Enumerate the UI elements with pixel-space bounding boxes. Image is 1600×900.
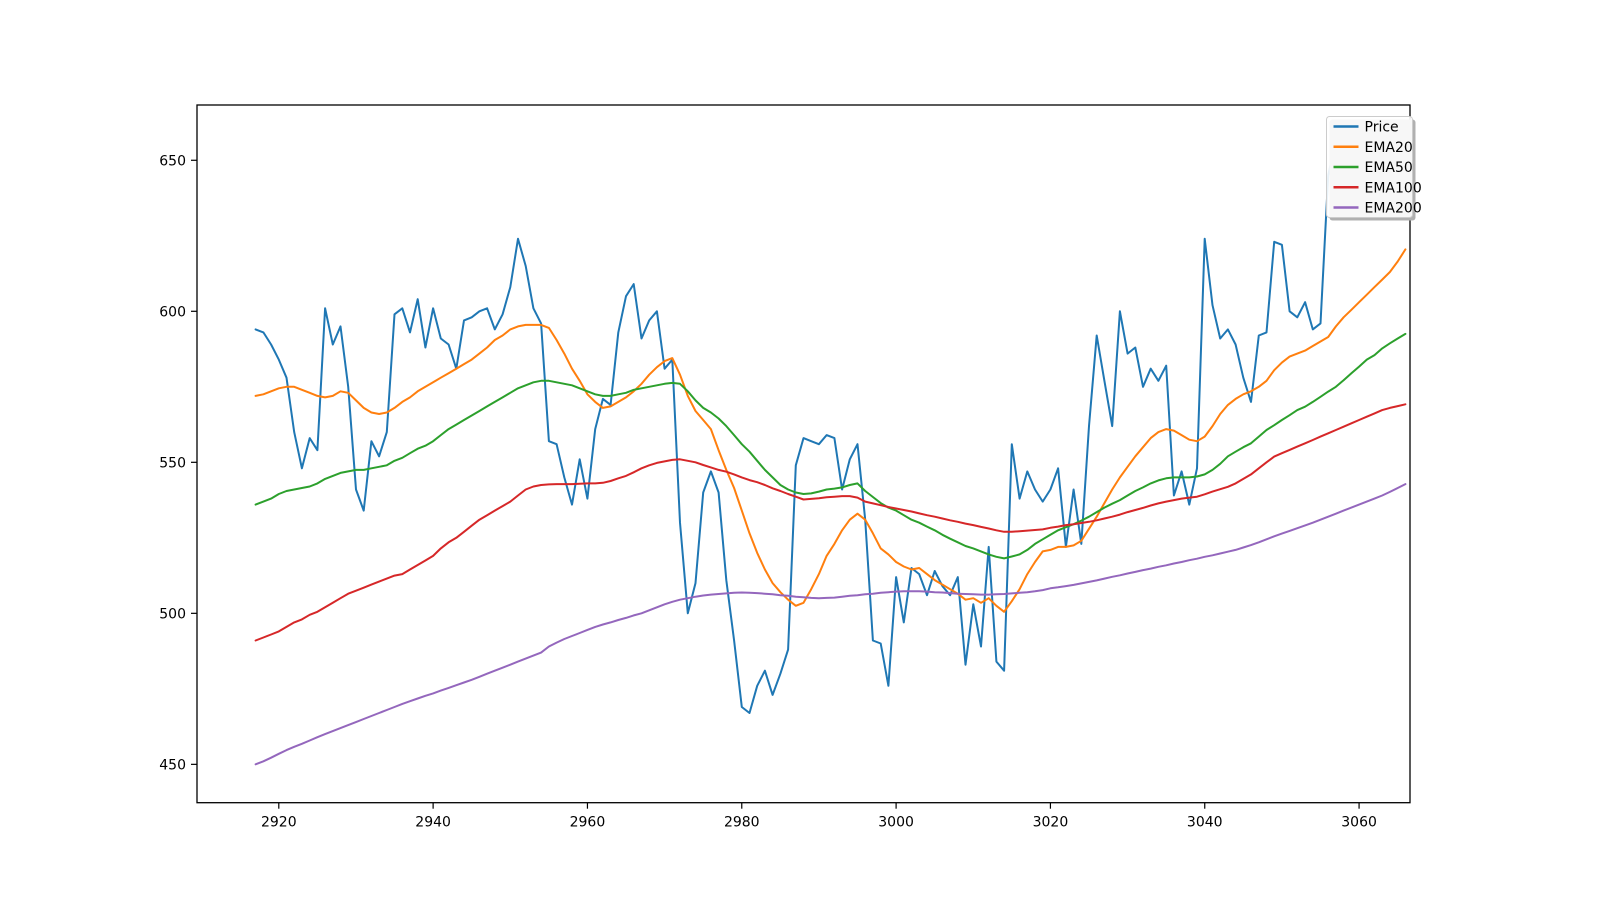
legend-box: [1326, 116, 1413, 218]
y-tick-label: 550: [159, 455, 186, 471]
legend-label-price: Price: [1365, 120, 1399, 136]
series-line-ema200: [254, 483, 1407, 766]
x-tick-label: 2940: [415, 815, 451, 831]
x-tick-label: 3020: [1033, 815, 1069, 831]
series-line-price: [254, 138, 1407, 714]
y-tick-label: 450: [159, 757, 186, 773]
series-line-ema100: [254, 403, 1407, 642]
axes-frame: [196, 104, 1411, 804]
axes-background: [197, 105, 1410, 803]
y-tick-label: 650: [159, 153, 186, 169]
x-tick-label: 2960: [570, 815, 606, 831]
y-tick-label: 600: [159, 304, 186, 320]
legend-label-ema200: EMA200: [1365, 201, 1422, 217]
x-tick-label: 3040: [1187, 815, 1223, 831]
series-line-ema20: [254, 248, 1407, 613]
x-tick-label: 3000: [878, 815, 914, 831]
x-tick-label: 3060: [1341, 815, 1377, 831]
legend-label-ema100: EMA100: [1365, 180, 1422, 196]
legend-label-ema20: EMA20: [1365, 140, 1413, 156]
series-line-ema50: [254, 332, 1407, 560]
legend-label-ema50: EMA50: [1365, 160, 1413, 176]
y-tick-label: 500: [159, 606, 186, 622]
x-tick-label: 2980: [724, 815, 760, 831]
x-tick-label: 2920: [261, 815, 297, 831]
